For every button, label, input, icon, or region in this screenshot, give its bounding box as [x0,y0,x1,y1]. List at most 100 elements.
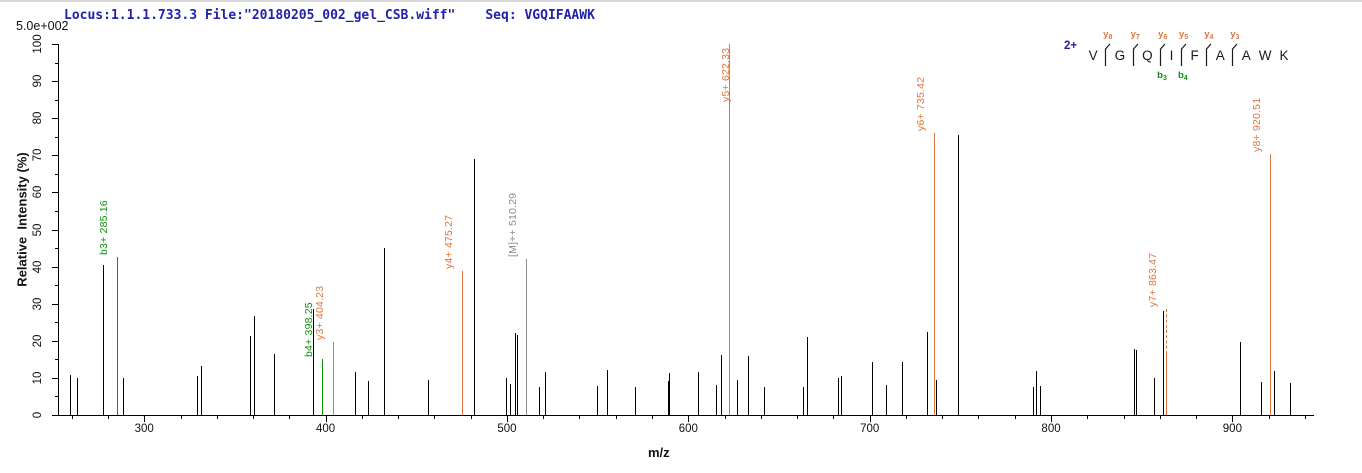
x-axis-minor-tick [216,415,218,419]
x-axis-minor-tick [833,415,835,419]
x-axis-minor-tick [797,415,799,419]
ion-peak-b4 [322,359,324,415]
intensity-scale-label: 5.0e+002 [16,19,69,33]
x-axis-major-tick [688,415,690,422]
y-ion-label-y7: y7 [1130,29,1140,41]
y-ion-label-y3: y3 [1230,29,1240,41]
sequence-label: Seq: VGQIFAAWK [485,8,595,23]
residue-G: G [1114,47,1127,63]
x-axis-major-tick [1232,415,1234,422]
spectrum-peak [1136,350,1138,415]
spectrum-header: Locus:1.1.1.733.3 File:"20180205_002_gel… [64,8,595,23]
y-axis-major-tick [52,266,59,268]
y-axis-tick-label: 60 [32,185,44,199]
spectrum-peak [902,362,904,415]
x-axis-title: m/z [648,445,670,460]
spectrum-peak [196,376,198,415]
spectrum-peak [872,362,874,415]
y-axis-tick-label: 80 [32,111,44,125]
spectrum-peak [538,387,540,415]
y-axis-title: Relative Intensity (%) [14,152,30,287]
plot-area: 300 400 500 600 700 800 900 0 10 20 30 40 50 60 70 80 90… [32,34,1314,435]
residue-I: I [1169,47,1175,63]
x-axis-tick-label: 400 [316,423,336,435]
spectrum-peak [807,337,809,415]
spectrum-peak [634,387,636,415]
ion-peak-label: [M]++ 510.29 [506,192,519,258]
spectrum-peak [428,379,430,415]
x-axis-major-tick [325,415,327,422]
spectrum-peak [837,377,839,415]
x-axis-major-tick [869,415,871,422]
x-axis-minor-tick [1014,415,1016,419]
x-axis-tick-label: 300 [134,423,154,435]
spectrum-peak [698,372,700,415]
x-axis-minor-tick [180,415,182,419]
x-axis-minor-tick [543,415,545,419]
x-axis-minor-tick [1087,415,1089,419]
residue-F: F [1190,47,1200,63]
spectrum-peak [596,385,598,415]
ion-peak-y4 [462,271,464,415]
spectrum-peak [516,334,518,415]
fragment-divider-icon [1105,43,1111,66]
y-axis-major-tick [52,44,59,45]
x-axis-minor-tick [1268,415,1270,419]
ion-peak-label: b3+ 285.16 [98,200,111,255]
y-axis-minor-tick [55,136,59,138]
spectrum-peak [957,134,959,415]
cleavage-mark: y4 [1203,29,1213,70]
y-axis-major-tick [52,229,59,231]
y-ion-label-y5: y5 [1178,29,1189,41]
spectrum-peak [669,373,671,415]
y-axis-tick-label: 90 [32,74,44,88]
spectrum-peak [354,372,356,415]
x-axis-minor-tick [289,415,291,419]
y-axis-minor-tick [55,359,59,361]
x-axis-minor-tick [905,415,907,419]
cleavage-mark: y3 [1229,29,1239,70]
residue-V: V [1088,47,1099,63]
x-axis-minor-tick [724,415,726,419]
spectrum-peak [721,354,722,415]
y-axis-major-tick [52,81,59,83]
spectrum-peak [509,383,511,415]
spectrum-peak [886,385,887,415]
y-axis-minor-tick [55,322,59,324]
x-axis-minor-tick [1123,415,1125,419]
x-axis-minor-tick [107,415,109,419]
spectrum-peak [763,387,765,415]
y-axis-tick-label: 0 [32,411,44,419]
x-axis-major-tick [1051,415,1053,422]
x-axis-minor-tick [1159,415,1161,419]
y-axis-tick-label: 100 [32,34,44,54]
x-axis-minor-tick [1304,415,1306,419]
ion-peak-label: y4+ 475.27 [443,214,456,270]
b-ion-label-b3: b3 [1157,70,1167,82]
spectrum-peak [254,316,255,415]
y-axis-minor-tick [55,285,59,287]
x-axis-minor-tick [361,415,363,419]
ion-peak-M2+ [525,259,527,415]
residue-Q: Q [1142,47,1154,63]
x-axis-minor-tick [579,415,581,419]
residue-A: A [1215,47,1226,63]
spectrum-peak [935,379,937,415]
spectrum-peak [840,376,842,415]
spectrum-peak [802,387,804,415]
spectrum-peak [1162,311,1164,415]
spectrum-peak [312,309,314,415]
ion-peak-y6 [933,133,935,415]
fragment-divider-icon [1132,43,1139,66]
x-axis-tick-label: 600 [678,423,698,435]
residue-W: W [1258,47,1273,63]
ion-peak-label: y5+ 622.33 [719,47,732,102]
ion-peak-label: y6+ 735.42 [914,76,927,132]
spectrum-peak [1239,342,1241,415]
x-axis-minor-tick [71,415,73,419]
ion-peak-b3 [117,257,119,415]
y-axis-tick-label: 70 [32,148,44,162]
